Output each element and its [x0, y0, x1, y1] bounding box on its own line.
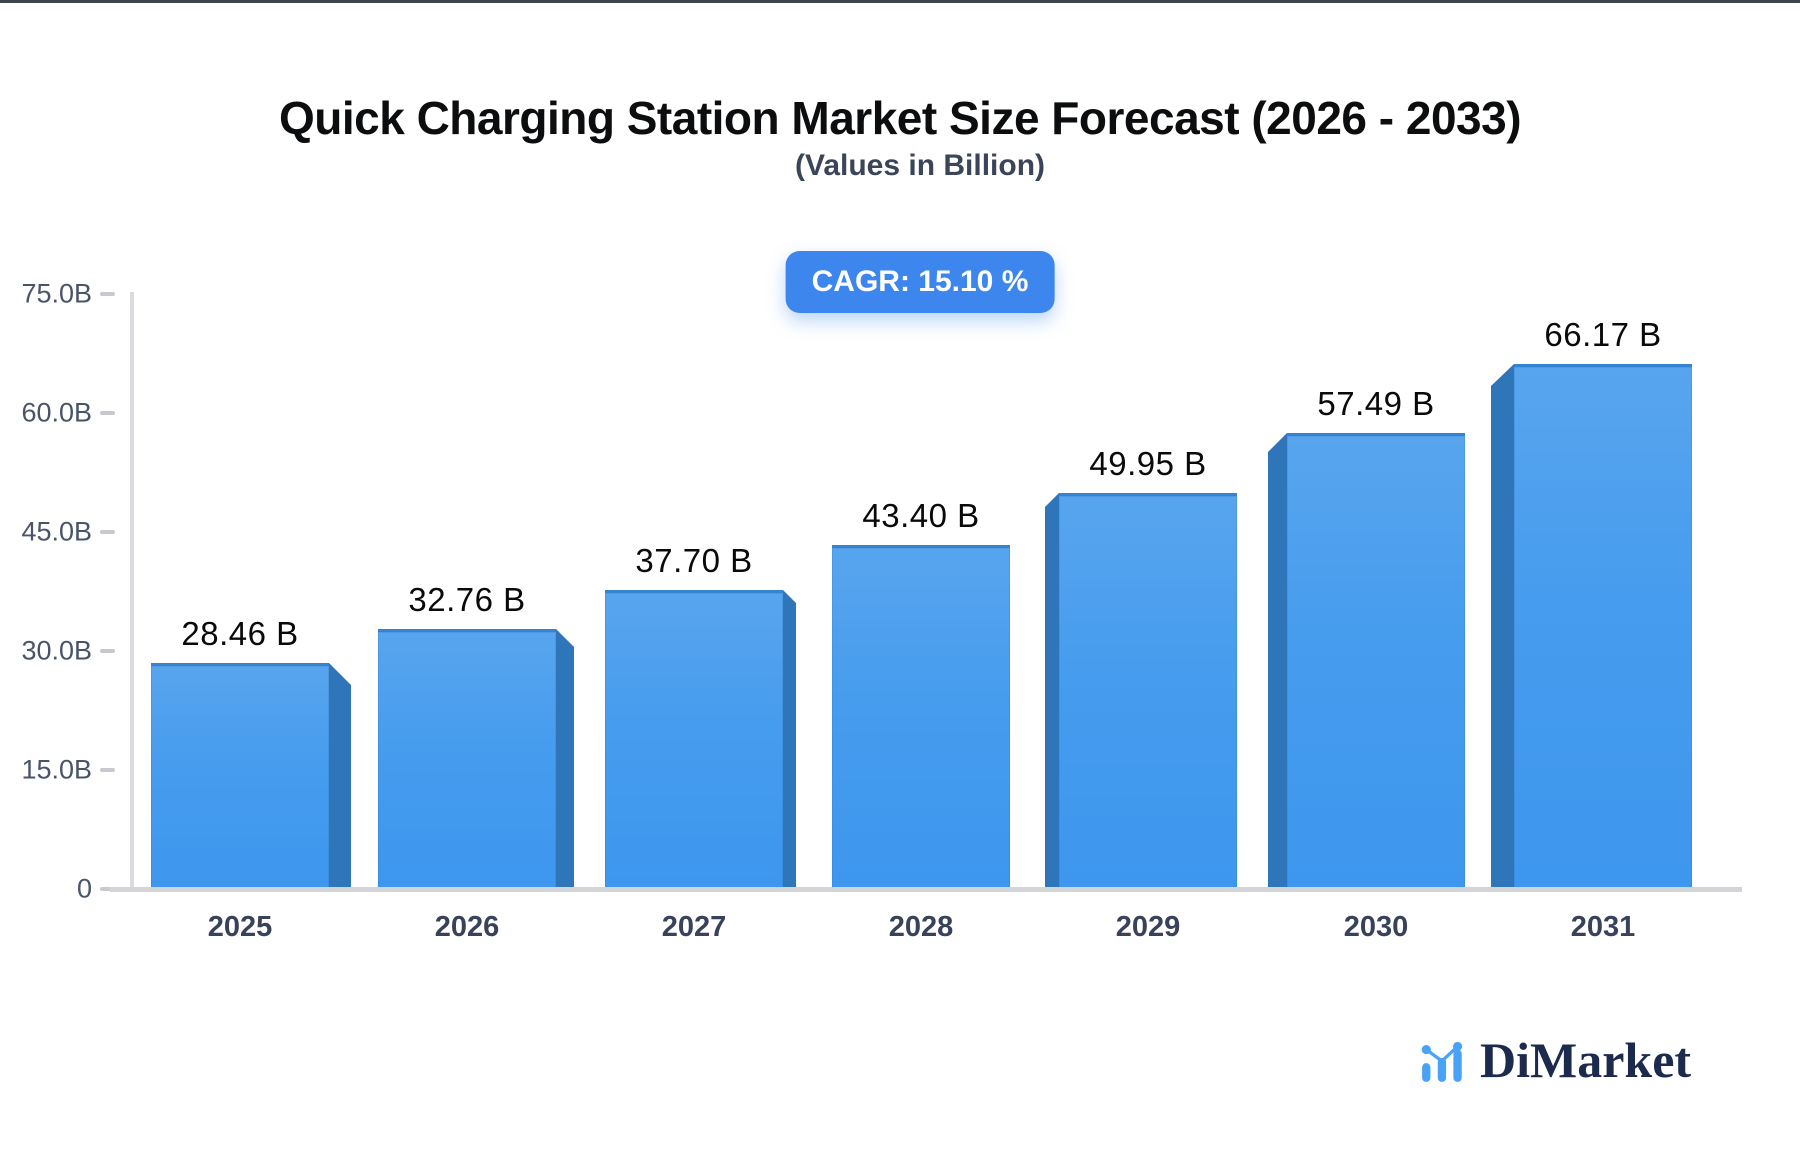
bar-value-label: 37.70 B	[635, 542, 753, 579]
bar-value-label: 57.49 B	[1317, 385, 1435, 422]
bar-value-label: 28.46 B	[181, 615, 299, 652]
x-axis-label: 2031	[1570, 911, 1636, 943]
bar-3d-side	[783, 590, 796, 889]
cagr-badge: CAGR: 15.10 %	[785, 251, 1055, 313]
x-axis-baseline	[110, 887, 1742, 892]
y-axis-label: 75.0B	[21, 278, 92, 309]
x-axis-label: 2026	[434, 911, 500, 943]
bar-3d-side	[1268, 433, 1287, 889]
bar-value-label: 49.95 B	[1089, 445, 1207, 482]
x-axis-label: 2029	[1115, 911, 1181, 943]
bar-chart-logo-icon	[1421, 1041, 1463, 1082]
y-axis-tick	[100, 768, 115, 772]
x-axis-label: 2025	[207, 911, 273, 943]
y-axis-tick	[100, 887, 115, 891]
logo-text: DiMarket	[1480, 1032, 1692, 1088]
bar-3d-side	[1491, 364, 1514, 889]
bar-2027	[605, 590, 783, 889]
y-axis-tick	[100, 649, 115, 653]
bar-2029	[1059, 493, 1237, 889]
bar-3d-side	[556, 629, 574, 889]
y-axis-label: 0	[76, 873, 92, 904]
chart-title: Quick Charging Station Market Size Forec…	[278, 92, 1522, 144]
brand-logo: DiMarket	[1420, 1035, 1691, 1085]
bar-2026	[378, 629, 556, 889]
bar-2028	[832, 545, 1010, 889]
bar-2030	[1287, 433, 1465, 889]
y-axis-tick	[100, 292, 115, 296]
x-axis-label: 2028	[888, 911, 954, 943]
bar-2031	[1514, 364, 1692, 889]
chart-subtitle: (Values in Billion)	[794, 149, 1046, 182]
y-axis-tick	[100, 530, 115, 534]
y-axis-label: 60.0B	[21, 397, 92, 428]
y-axis-label: 30.0B	[21, 635, 92, 666]
y-axis-label: 45.0B	[21, 516, 92, 547]
bar-value-label: 43.40 B	[862, 497, 980, 534]
y-axis-line	[130, 292, 134, 887]
bar-value-label: 66.17 B	[1544, 316, 1662, 353]
x-axis-label: 2027	[661, 911, 727, 943]
x-axis-label: 2030	[1343, 911, 1409, 943]
bar-3d-side	[1045, 493, 1059, 889]
bar-value-label: 32.76 B	[408, 581, 526, 618]
bar-2025	[151, 663, 329, 889]
y-axis-label: 15.0B	[21, 754, 92, 785]
y-axis-tick	[100, 411, 115, 415]
bar-3d-side	[329, 663, 351, 889]
